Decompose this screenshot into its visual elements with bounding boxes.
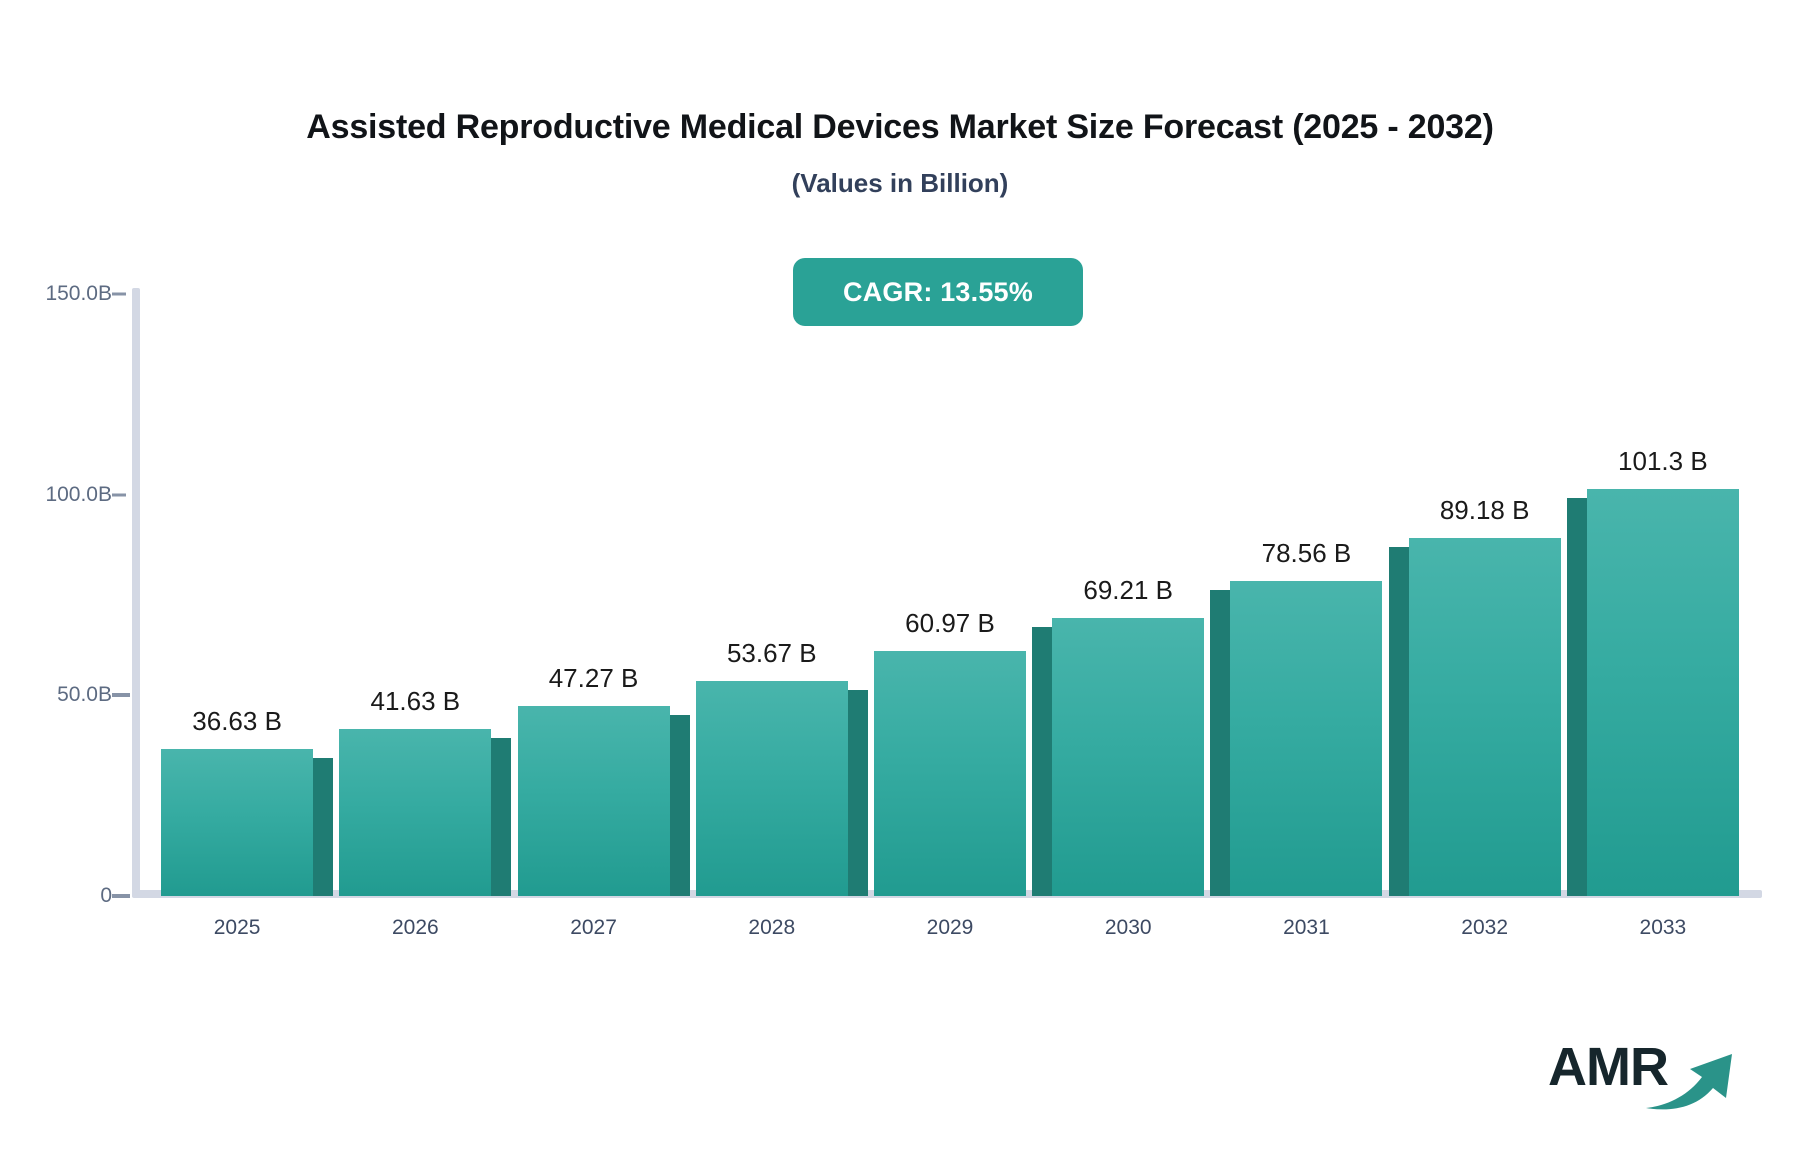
bar-value-label: 36.63 B [192,706,282,736]
bar-2031[interactable]: 78.56 B [1210,511,1383,896]
bar-2028[interactable]: 53.67 B [695,611,868,896]
amr-logo-text: AMR [1548,1037,1669,1097]
bar-2030[interactable]: 69.21 B [1032,548,1205,896]
chart-subtitle: (Values in Billion) [791,168,1009,198]
bar-front-face [339,728,492,896]
bar-value-label: 47.27 B [548,663,639,694]
bar-2025[interactable]: 36.63 B [161,679,334,896]
bar-value-label: 101.3 B [1618,446,1708,477]
x-axis-label-2032: 2032 [1461,916,1509,939]
x-axis-label-2028: 2028 [748,916,796,939]
bar-2027[interactable]: 47.27 B [517,636,690,896]
x-axis-label-2027: 2027 [570,916,617,939]
bar-value-label: 53.67 B [726,637,817,668]
x-axis-label-2026: 2026 [391,916,439,939]
y-axis-line [132,288,140,896]
y-axis-tick-label: 0 [100,884,112,907]
bar-value-label: 89.18 B [1439,495,1530,526]
y-axis-tick-label: 50.0B [57,683,112,707]
y-axis-tick-mark [112,493,126,497]
cagr-badge-label: CAGR: 13.55% [843,276,1033,307]
bar-front-face [874,651,1026,896]
bar-value-label: 78.56 B [1261,537,1352,568]
bar-front-face [1586,489,1739,896]
bar-side-face [1032,627,1053,896]
chart-title: Assisted Reproductive Medical Devices Ma… [306,108,1494,146]
y-axis-tick-label: 100.0B [45,482,112,506]
bar-front-face [161,749,314,896]
bar-side-face [1566,498,1587,896]
y-axis-tick-label: 150.0B [45,282,112,305]
y-axis-tick-mark [112,894,130,898]
bar-2026[interactable]: 41.63 B [339,659,512,896]
bar-side-face [669,715,690,896]
bar-2032[interactable]: 89.18 B [1388,468,1561,896]
trend-up-arrow-icon [1646,1054,1732,1110]
bar-front-face [1052,618,1205,896]
x-axis-label-2030: 2030 [1104,916,1152,939]
x-axis-label-2033: 2033 [1639,916,1687,939]
bar-front-face [695,680,848,896]
x-axis-label-2029: 2029 [926,916,974,939]
bar-2033[interactable]: 101.3 B [1566,419,1739,896]
bar-value-label: 69.21 B [1083,575,1174,606]
bar-value-label: 41.63 B [370,685,461,716]
x-axis-label-2025: 2025 [213,916,261,939]
bar-2029[interactable]: 60.97 B [874,581,1026,896]
bar-front-face [1408,538,1561,896]
amr-logo: AMR [1548,1040,1738,1110]
bar-side-face [1388,547,1409,896]
bar-front-face [1230,580,1383,896]
x-axis-label-2031: 2031 [1283,916,1330,939]
bar-side-face [491,737,512,896]
bar-side-face [1210,589,1231,896]
y-axis-tick-mark [112,693,130,698]
bar-front-face [517,706,670,896]
bar-side-face [847,689,868,896]
bar-side-face [313,758,334,896]
cagr-badge: CAGR: 13.55% [793,258,1083,326]
bar-value-label: 60.97 B [905,608,995,639]
y-axis-tick-mark [112,292,126,296]
